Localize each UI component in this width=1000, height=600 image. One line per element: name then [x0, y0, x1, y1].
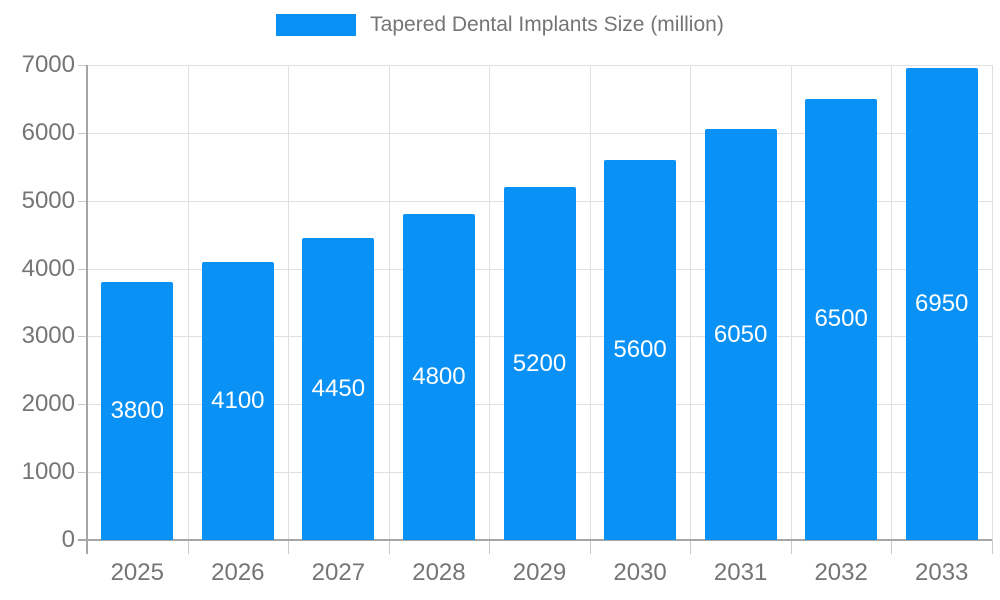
x-axis-category-label: 2027 — [311, 559, 366, 586]
bar-value-label: 4450 — [311, 375, 366, 402]
y-axis-tick — [78, 472, 87, 474]
gridline-vertical — [489, 65, 491, 540]
legend-swatch-icon — [276, 14, 357, 36]
y-axis-tick — [78, 132, 87, 134]
gridline-vertical — [690, 65, 692, 540]
gridline-vertical — [891, 65, 893, 540]
bar[interactable]: 5600 — [604, 160, 677, 540]
x-axis-tick — [992, 540, 993, 554]
x-axis-category-label: 2032 — [814, 559, 868, 586]
legend-label: Tapered Dental Implants Size (million) — [370, 13, 724, 36]
bar[interactable]: 6950 — [905, 68, 978, 540]
x-axis-line — [78, 539, 992, 541]
x-axis-tick — [489, 540, 491, 554]
x-axis-category-label: 2031 — [713, 559, 768, 586]
gridline-vertical — [790, 65, 792, 540]
y-axis-tick-label: 3000 — [21, 322, 75, 350]
bar-value-label: 4100 — [211, 386, 265, 414]
bar[interactable]: 4450 — [302, 238, 375, 540]
bar[interactable]: 6050 — [704, 129, 777, 540]
x-axis-tick — [790, 540, 792, 554]
bar[interactable]: 4100 — [201, 261, 274, 540]
gridline-vertical — [589, 65, 591, 540]
y-axis-tick — [78, 200, 87, 202]
bar[interactable]: 6500 — [805, 98, 878, 540]
bar-value-label: 5600 — [613, 336, 667, 363]
y-axis-tick-label: 5000 — [21, 186, 75, 214]
y-axis-tick — [78, 404, 87, 406]
y-axis-tick-label: 4000 — [21, 254, 75, 282]
x-axis-tick — [589, 540, 591, 554]
gridline-horizontal — [87, 65, 992, 66]
bar-value-label: 3800 — [110, 397, 164, 425]
bar-value-label: 5200 — [512, 349, 567, 377]
gridline-vertical — [288, 65, 290, 540]
y-axis-tick-label: 1000 — [21, 458, 75, 486]
gridline-vertical — [388, 65, 390, 540]
bar-value-label: 6500 — [814, 305, 868, 333]
gridline-vertical — [992, 65, 993, 540]
y-axis-tick-label: 2000 — [21, 390, 75, 418]
y-axis-tick-label: 0 — [61, 526, 75, 553]
y-axis-line — [86, 65, 88, 554]
bar-value-label: 4800 — [412, 363, 466, 391]
y-axis-tick — [78, 65, 87, 66]
x-axis-category-label: 2025 — [110, 559, 164, 586]
legend[interactable]: Tapered Dental Implants Size (million) — [0, 0, 1000, 50]
x-axis-category-label: 2028 — [412, 559, 466, 586]
bar[interactable]: 5200 — [503, 187, 576, 540]
x-axis-tick — [187, 540, 189, 554]
y-axis-tick — [78, 336, 87, 338]
y-axis-tick — [78, 268, 87, 270]
x-axis-category-label: 2029 — [512, 559, 567, 586]
y-axis-tick-label: 7000 — [21, 51, 75, 78]
x-axis-category-label: 2026 — [211, 559, 265, 586]
x-axis-category-label: 2030 — [613, 559, 667, 586]
x-axis-tick — [288, 540, 290, 554]
x-axis-tick — [388, 540, 390, 554]
y-axis-tick-label: 6000 — [21, 118, 75, 146]
bar[interactable]: 4800 — [402, 214, 475, 540]
x-axis-tick — [690, 540, 692, 554]
bar-value-label: 6050 — [713, 320, 768, 348]
bar[interactable]: 3800 — [101, 282, 174, 540]
x-axis-category-label: 2033 — [915, 559, 969, 586]
gridline-horizontal — [87, 132, 992, 134]
gridline-vertical — [187, 65, 189, 540]
x-axis-tick — [891, 540, 893, 554]
bar-value-label: 6950 — [915, 290, 969, 318]
